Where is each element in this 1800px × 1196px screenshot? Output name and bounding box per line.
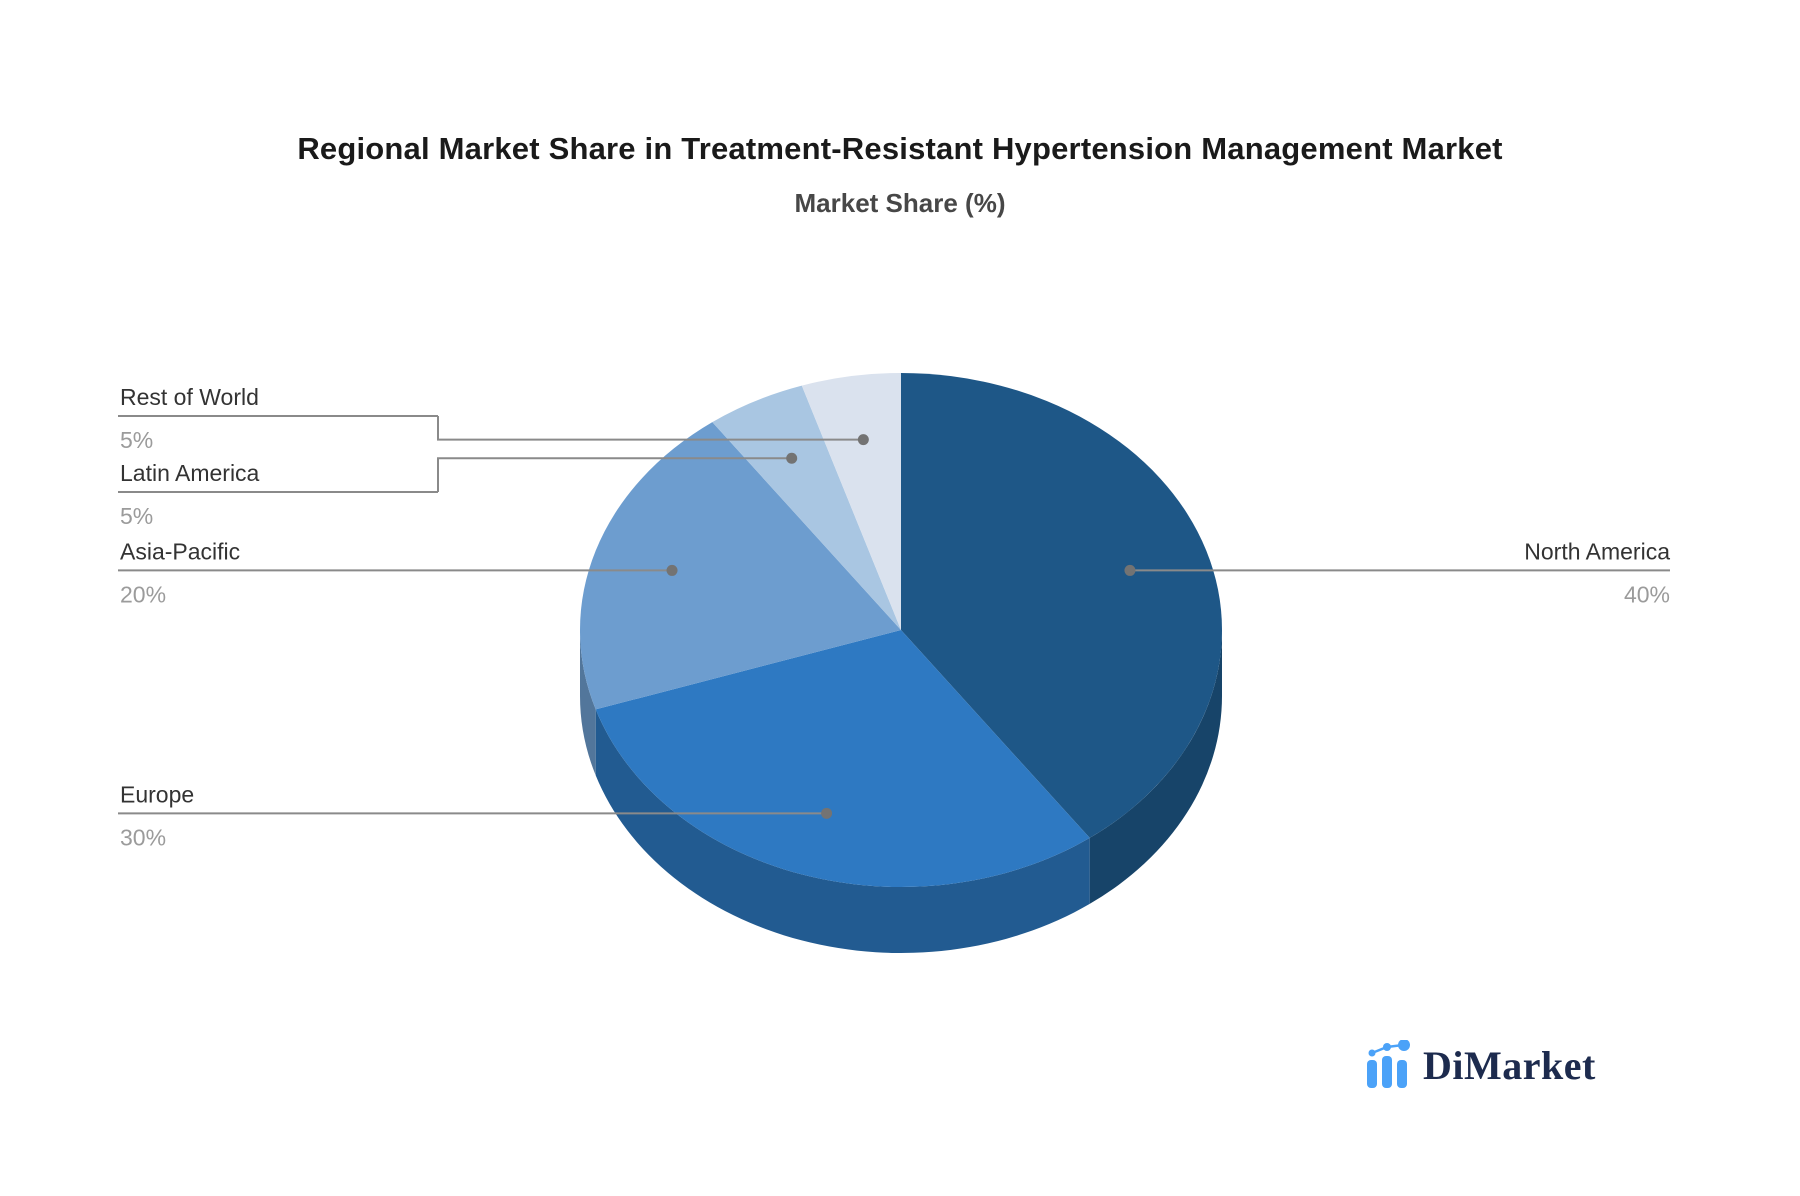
logo-icon-part — [1397, 1060, 1407, 1088]
logo-icon-part — [1367, 1060, 1377, 1088]
slice-value-north-america: 40% — [1624, 581, 1670, 607]
slice-value-rest-of-world: 5% — [120, 427, 153, 453]
chart-subtitle: Market Share (%) — [794, 188, 1006, 218]
pie-slice-north-america — [901, 373, 1222, 838]
chart-title: Regional Market Share in Treatment-Resis… — [297, 131, 1503, 166]
slice-label-latin-america: Latin America — [120, 460, 260, 486]
callout-elbow-rest-of-world — [437, 416, 864, 441]
pie-slice-side-europe — [595, 709, 1090, 953]
slice-value-europe: 30% — [120, 824, 166, 850]
pie-slice-side-asia-pacific — [580, 630, 596, 776]
bar-chart-trend-icon — [1367, 1040, 1410, 1088]
logo-icon-part — [1398, 1040, 1410, 1051]
pie-slice-europe — [595, 630, 1090, 887]
logo-icon-part — [1368, 1049, 1376, 1057]
callout-dot-north-america — [1124, 564, 1136, 576]
callout-dot-europe — [821, 807, 833, 819]
logo-icon-part — [1383, 1043, 1391, 1051]
pie-slice-latin-america — [712, 385, 901, 630]
slice-value-asia-pacific: 20% — [120, 581, 166, 607]
slice-label-north-america: North America — [1524, 538, 1670, 564]
brand-logo: DiMarket — [1366, 1040, 1596, 1088]
pie-slice-rest-of-world — [801, 373, 901, 630]
slice-label-rest-of-world: Rest of World — [120, 384, 259, 410]
slice-value-latin-america: 5% — [120, 503, 153, 529]
slice-label-europe: Europe — [120, 781, 194, 807]
pie-slice-side-north-america — [1089, 630, 1222, 904]
logo-icon-part — [1382, 1056, 1392, 1088]
callout-elbow-latin-america — [437, 457, 792, 492]
callout-dot-latin-america — [786, 452, 798, 464]
brand-logo-text: DiMarket — [1423, 1043, 1596, 1088]
slice-label-asia-pacific: Asia-Pacific — [120, 538, 240, 564]
callout-dot-asia-pacific — [666, 564, 678, 576]
callout-dot-rest-of-world — [857, 434, 869, 446]
pie-slice-asia-pacific — [580, 422, 901, 710]
